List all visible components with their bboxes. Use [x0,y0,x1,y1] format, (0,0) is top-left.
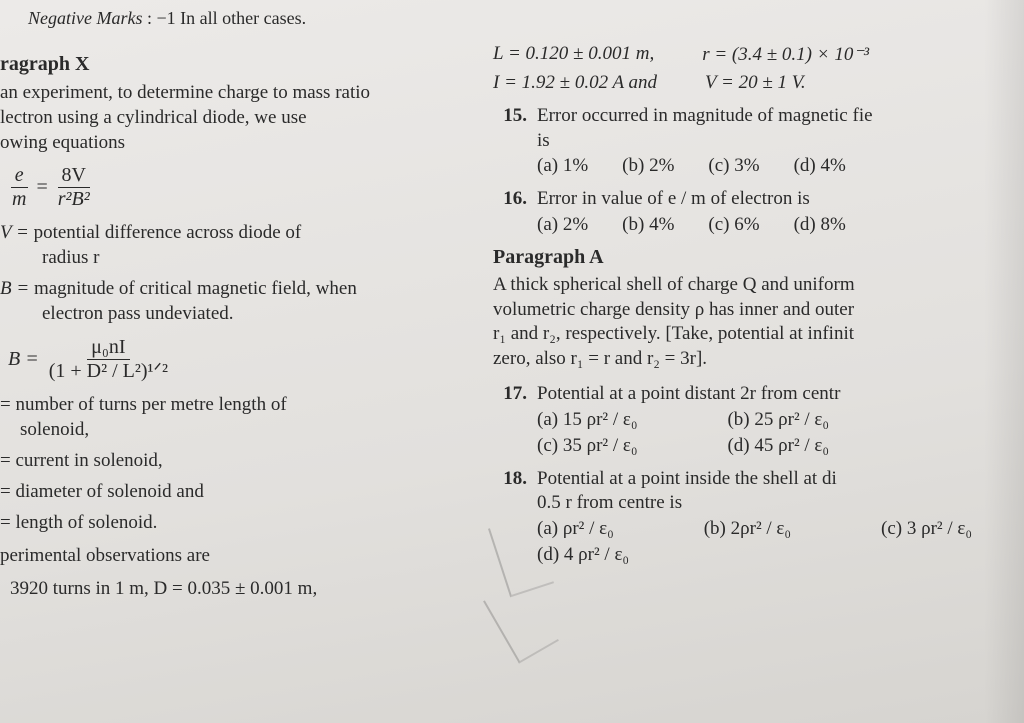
q15-option-d: (d) 4% [794,155,846,177]
frac-b: μ₀nI (1 + D² / L²)¹ᐟ² [45,337,172,382]
b-definition: B = magnitude of critical magnetic field… [0,276,465,326]
v-text2: radius r [0,247,100,268]
question-15: 15. Error occurred in magnitude of magne… [493,104,998,153]
value-V: V = 20 ± 1 V. [705,72,806,94]
q17-option-d: (d) 45 ρr² / ε₀ [727,435,829,457]
para-x-line1: an experiment, to determine charge to ma… [0,82,370,103]
para-a-l3: r₁ and r₂, respectively. [Take, potentia… [493,323,854,344]
question-17: 17. Potential at a point distant 2r from… [493,382,998,407]
i-definition: = current in solenoid, [0,448,465,473]
q16-option-c: (c) 6% [708,214,759,236]
n-text2: solenoid, [0,419,89,440]
negative-marks-sep: : [147,8,152,28]
para-a-l2: volumetric charge density ρ has inner an… [493,299,854,320]
b-eq-lhs: B = [8,348,39,371]
q17-option-a: (a) 15 ρr² / ε₀ [537,409,637,431]
v-lhs: V = [0,222,29,243]
q16-text: Error in value of e / m of electron is [537,187,998,212]
b-lhs: B = [0,278,29,299]
para-a-l1: A thick spherical shell of charge Q and … [493,274,855,295]
v-text: potential difference across diode of [34,222,302,243]
den-m: m [8,188,30,210]
observations-heading: perimental observations are [0,543,465,568]
value-L: L = 0.120 ± 0.001 m, [493,43,654,66]
columns: ragraph X an experiment, to determine ch… [0,43,1004,601]
l-definition: = length of solenoid. [0,510,465,535]
b-text2: electron pass undeviated. [0,303,234,324]
q15-text: Error occurred in magnitude of magnetic … [537,104,998,153]
q15-number: 15. [493,104,527,153]
q15-option-b: (b) 2% [622,155,674,177]
paragraph-a-body: A thick spherical shell of charge Q and … [493,273,998,372]
b-text: magnitude of critical magnetic field, wh… [34,278,357,299]
paragraph-x-body: an experiment, to determine charge to ma… [0,80,465,155]
q18-option-b: (b) 2ρr² / ε₀ [704,518,791,540]
q18-option-c: (c) 3 ρr² / ε₀ [881,518,972,540]
q16-option-a: (a) 2% [537,214,588,236]
given-values-line2: I = 1.92 ± 0.02 A and V = 20 ± 1 V. [493,72,998,94]
formula-e-over-m: e m = 8V r²B² [8,165,465,210]
equals-1: = [36,176,47,199]
left-column: ragraph X an experiment, to determine ch… [0,43,465,601]
q18-option-d: (d) 4 ρr² / ε₀ [537,544,629,566]
para-x-line2: lectron using a cylindrical diode, we us… [0,107,307,128]
num-8v: 8V [58,165,90,188]
den-r2b2: r²B² [54,188,94,210]
q17-number: 17. [493,382,527,407]
q15-line2: is [537,130,550,151]
q15-option-a: (a) 1% [537,155,588,177]
q15-option-c: (c) 3% [708,155,759,177]
q17-text: Potential at a point distant 2r from cen… [537,382,998,407]
q15-line1: Error occurred in magnitude of magnetic … [537,105,873,126]
num-mu0nI: μ₀nI [87,337,129,360]
right-column: L = 0.120 ± 0.001 m, r = (3.4 ± 0.1) × 1… [493,43,1004,601]
q17-options: (a) 15 ρr² / ε₀ (b) 25 ρr² / ε₀ (c) 35 ρ… [537,409,998,457]
value-r: r = (3.4 ± 0.1) × 10⁻³ [702,43,869,66]
observations-line: 3920 turns in 1 m, D = 0.035 ± 0.001 m, [0,576,465,601]
negative-marks-line: Negative Marks : −1 In all other cases. [28,8,1004,29]
q18-line2: 0.5 r from centre is [537,492,682,513]
given-values-line1: L = 0.120 ± 0.001 m, r = (3.4 ± 0.1) × 1… [493,43,998,66]
para-a-l4: zero, also r₁ = r and r₂ = 3r]. [493,348,707,369]
q16-option-d: (d) 8% [794,214,846,236]
q18-text: Potential at a point inside the shell at… [537,467,998,516]
n-definition: = number of turns per metre length of so… [0,392,465,442]
num-e: e [11,165,28,188]
frac-e-m: e m [8,165,30,210]
q16-options: (a) 2% (b) 4% (c) 6% (d) 8% [537,214,998,236]
value-I: I = 1.92 ± 0.02 A and [493,72,657,94]
q18-number: 18. [493,467,527,516]
q16-number: 16. [493,187,527,212]
paragraph-a-heading: Paragraph A [493,246,998,269]
page: Negative Marks : −1 In all other cases. … [0,0,1024,723]
q18-line1: Potential at a point inside the shell at… [537,468,837,489]
para-x-line3: owing equations [0,132,125,153]
den-1d2l2: (1 + D² / L²)¹ᐟ² [45,360,172,382]
q17-option-c: (c) 35 ρr² / ε₀ [537,435,637,457]
question-18: 18. Potential at a point inside the shel… [493,467,998,516]
v-definition: V = potential difference across diode of… [0,220,465,270]
formula-b: B = μ₀nI (1 + D² / L²)¹ᐟ² [8,337,465,382]
q15-options: (a) 1% (b) 2% (c) 3% (d) 4% [537,155,998,177]
negative-marks-text: −1 In all other cases. [156,8,306,28]
paragraph-x-heading: ragraph X [0,53,465,76]
question-16: 16. Error in value of e / m of electron … [493,187,998,212]
q18-options: (a) ρr² / ε₀ (b) 2ρr² / ε₀ (c) 3 ρr² / ε… [537,518,998,566]
frac-8v-r2b2: 8V r²B² [54,165,94,210]
q16-option-b: (b) 4% [622,214,674,236]
q17-option-b: (b) 25 ρr² / ε₀ [727,409,829,431]
d-definition: = diameter of solenoid and [0,479,465,504]
q18-option-a: (a) ρr² / ε₀ [537,518,614,540]
n-text1: = number of turns per metre length of [0,394,287,415]
negative-marks-label: Negative Marks [28,8,142,28]
